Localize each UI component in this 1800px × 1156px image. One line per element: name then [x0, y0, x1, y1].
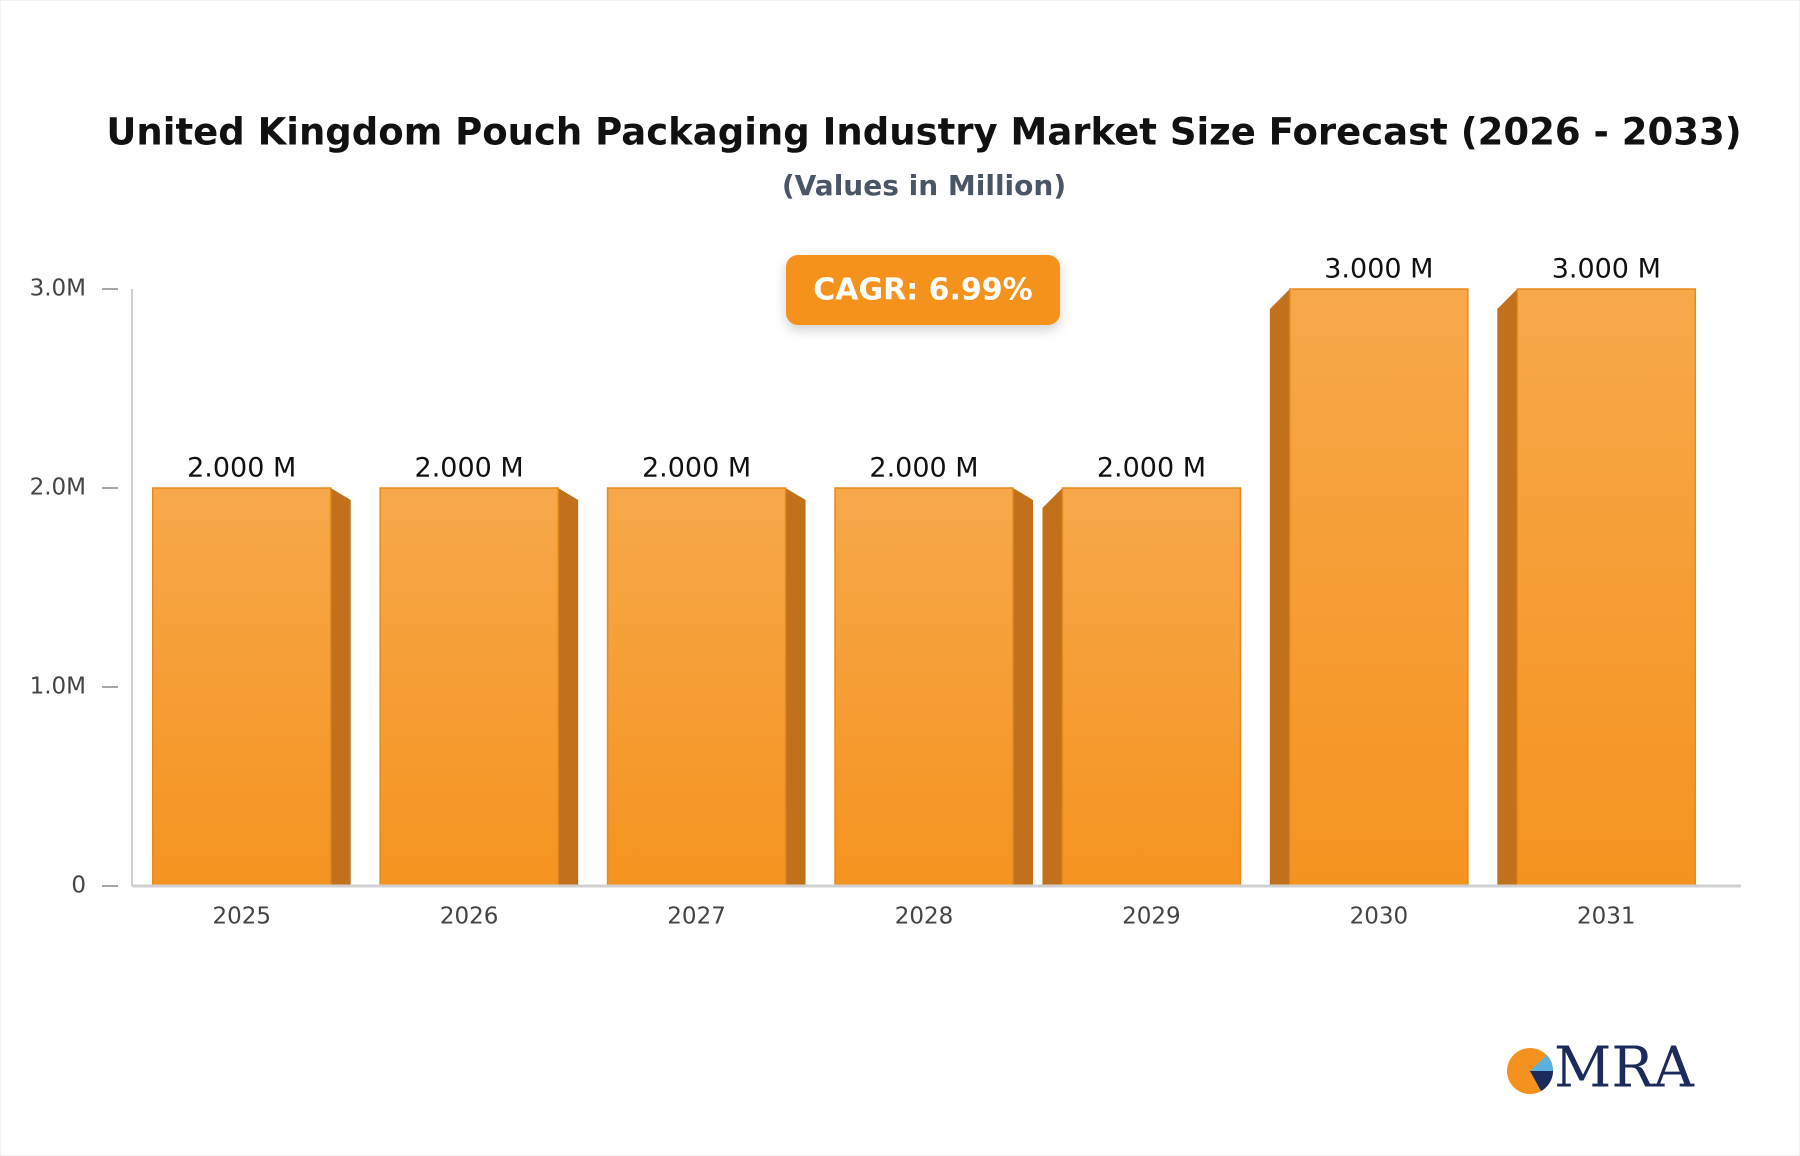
bar-side — [1497, 289, 1518, 886]
value-label: 3.000 M — [1552, 254, 1661, 285]
bar-side — [785, 488, 806, 886]
bar — [1516, 288, 1697, 887]
value-label: 2.000 M — [187, 453, 296, 484]
x-tick-label: 2028 — [895, 904, 954, 930]
y-tick-label: 0 — [71, 873, 86, 899]
cagr-label: CAGR: 6.99% — [813, 273, 1032, 308]
value-label: 2.000 M — [1097, 453, 1206, 484]
y-tick-label: 2.0M — [30, 475, 86, 501]
x-tick-label: 2030 — [1350, 904, 1409, 930]
chart-title: United Kingdom Pouch Packaging Industry … — [106, 111, 1741, 154]
value-label: 2.000 M — [869, 453, 978, 484]
x-tick-label: 2027 — [667, 904, 726, 930]
logo-text: MRA — [1554, 1036, 1695, 1101]
bar-side — [1042, 488, 1063, 886]
logo-icon-slice — [1530, 1071, 1553, 1091]
bar — [151, 487, 332, 887]
cagr-badge — [786, 255, 1060, 325]
value-label: 3.000 M — [1324, 254, 1433, 285]
x-tick-label: 2026 — [440, 904, 499, 930]
x-tick-label: 2031 — [1577, 904, 1636, 930]
x-tick-label: 2029 — [1122, 904, 1181, 930]
value-label: 2.000 M — [415, 453, 524, 484]
y-tick-label: 3.0M — [30, 276, 86, 302]
bar — [834, 487, 1014, 887]
y-tick-label: 1.0M — [30, 674, 86, 700]
bar — [1061, 487, 1242, 887]
bar-side — [558, 488, 579, 886]
logo: MRA — [1507, 1036, 1695, 1101]
bar — [1289, 288, 1469, 887]
bar-side — [1013, 488, 1033, 886]
bar-side — [1269, 289, 1290, 886]
x-tick-label: 2025 — [212, 904, 271, 930]
bar-side — [330, 488, 351, 886]
value-label: 2.000 M — [642, 453, 751, 484]
bar — [606, 487, 787, 887]
logo-icon-slice — [1530, 1055, 1554, 1071]
bar — [379, 487, 559, 887]
chart-subtitle: (Values in Million) — [782, 169, 1066, 202]
